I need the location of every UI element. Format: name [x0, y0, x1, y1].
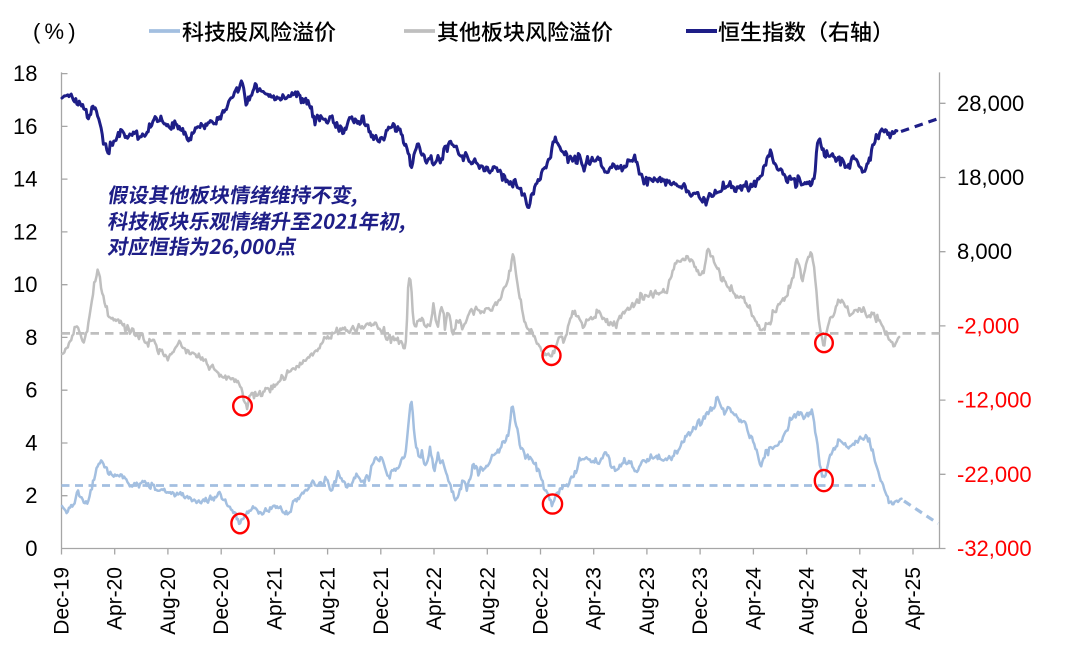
svg-text:4: 4: [25, 431, 37, 456]
svg-text:Apr-21: Apr-21: [263, 567, 286, 630]
svg-text:Aug-22: Aug-22: [476, 567, 499, 635]
svg-text:28,000: 28,000: [957, 91, 1024, 116]
svg-text:Apr-20: Apr-20: [104, 567, 127, 630]
svg-text:Aug-24: Aug-24: [796, 567, 819, 635]
svg-text:-32,000: -32,000: [957, 536, 1032, 561]
svg-text:18,000: 18,000: [957, 165, 1024, 190]
svg-text:Aug-23: Aug-23: [636, 567, 659, 635]
svg-text:(%): (%): [33, 19, 80, 44]
svg-text:Apr-22: Apr-22: [423, 567, 446, 630]
svg-text:12: 12: [13, 219, 37, 244]
svg-text:Apr-23: Apr-23: [583, 567, 606, 630]
svg-text:-2,000: -2,000: [957, 313, 1019, 338]
svg-text:0: 0: [25, 536, 37, 561]
svg-text:Aug-21: Aug-21: [317, 567, 340, 635]
svg-text:6: 6: [25, 378, 37, 403]
svg-text:Dec-22: Dec-22: [530, 567, 553, 635]
svg-text:Dec-19: Dec-19: [51, 567, 74, 635]
svg-text:16: 16: [13, 114, 37, 139]
svg-text:Dec-23: Dec-23: [689, 567, 712, 635]
svg-text:Apr-25: Apr-25: [902, 567, 925, 630]
svg-text:2: 2: [25, 483, 37, 508]
svg-text:8,000: 8,000: [957, 239, 1012, 264]
svg-text:Dec-21: Dec-21: [370, 567, 393, 635]
svg-text:Aug-20: Aug-20: [157, 567, 180, 635]
svg-text:10: 10: [13, 272, 37, 297]
svg-text:Dec-24: Dec-24: [849, 567, 872, 635]
svg-text:8: 8: [25, 325, 37, 350]
svg-text:-22,000: -22,000: [957, 462, 1032, 487]
svg-text:18: 18: [13, 61, 37, 86]
svg-text:-12,000: -12,000: [957, 388, 1032, 413]
svg-text:Apr-24: Apr-24: [742, 567, 765, 630]
svg-text:14: 14: [13, 167, 37, 192]
svg-text:Dec-20: Dec-20: [210, 567, 233, 635]
